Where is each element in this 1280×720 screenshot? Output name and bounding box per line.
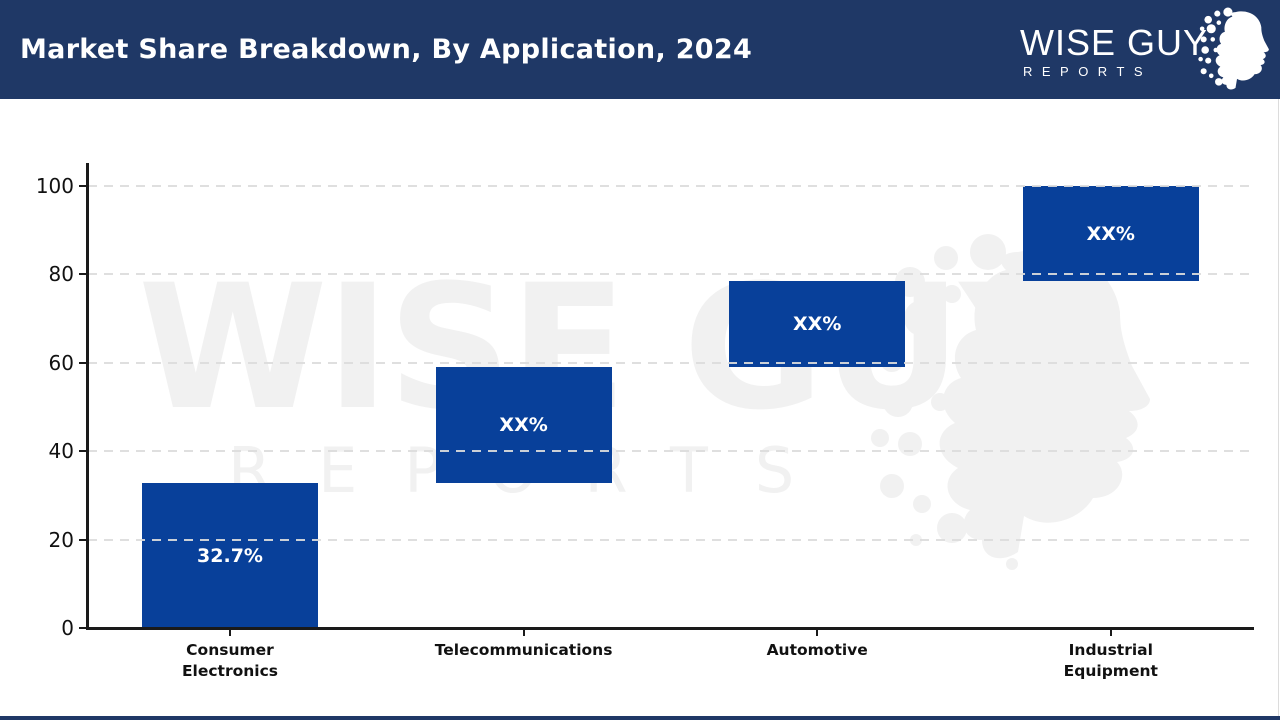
bar-value-label: XX%: [1086, 222, 1135, 245]
y-tick-100: [79, 185, 88, 187]
gridline-100: [88, 185, 1254, 187]
x-tick-1: [522, 629, 525, 636]
bar-automotive: [729, 281, 906, 368]
wise-guy-reports-logo: WISE GUY REPORTS: [1020, 6, 1272, 94]
x-axis-label-0: Consumer Electronics: [83, 640, 377, 682]
y-tick-80: [79, 273, 88, 276]
x-axis-label-2: Automotive: [670, 640, 964, 661]
x-axis-label-3: Industrial Equipment: [964, 640, 1258, 682]
gridline-80: [88, 273, 1254, 276]
bar-value-label: 32.7%: [197, 544, 263, 567]
x-axis-label-1: Telecommunications: [377, 640, 671, 661]
y-tick-label-100: 100: [35, 174, 74, 198]
x-axis-label-line: Equipment: [1063, 662, 1158, 680]
gridline-40: [88, 450, 1254, 453]
x-axis-label-line: Automotive: [766, 641, 868, 659]
y-tick-40: [79, 450, 88, 453]
y-tick-label-80: 80: [48, 262, 74, 287]
footer-accent-bar: [0, 716, 1280, 720]
y-tick-0: [79, 627, 88, 629]
x-axis-spine: [86, 627, 1254, 630]
logo-text: WISE GUY REPORTS: [1019, 22, 1208, 80]
wise-guy-face-icon: [1198, 7, 1269, 90]
wise-guy-face-watermark-icon: [871, 234, 1150, 570]
y-tick-label-60: 60: [48, 350, 74, 375]
bar-telecommunications: [435, 367, 612, 484]
logo-wordmark: WISE GUY: [1019, 22, 1208, 63]
y-tick-label-40: 40: [48, 439, 74, 464]
y-tick-60: [79, 361, 88, 364]
y-tick-label-0: 0: [61, 616, 74, 640]
x-axis-label-line: Industrial: [1068, 641, 1153, 659]
chart-title: Market Share Breakdown, By Application, …: [20, 34, 753, 65]
gridline-20: [88, 538, 1254, 541]
x-axis-label-line: Consumer: [186, 641, 274, 659]
bar-industrial-equipment: [1022, 186, 1199, 282]
bar-consumer-electronics: [142, 483, 318, 628]
logo-tagline: REPORTS: [1022, 64, 1153, 79]
y-axis-spine: [86, 163, 89, 630]
gridline-60: [88, 361, 1254, 364]
bar-value-label: XX%: [793, 313, 842, 336]
x-tick-3: [1109, 629, 1112, 636]
bar-value-label: XX%: [499, 414, 548, 437]
header-banner: Market Share Breakdown, By Application, …: [0, 0, 1280, 99]
page-right-border: [1278, 99, 1279, 716]
x-tick-0: [229, 629, 231, 636]
y-tick-label-20: 20: [48, 527, 74, 552]
x-axis-label-line: Electronics: [181, 662, 279, 680]
x-tick-2: [816, 629, 819, 636]
x-axis-label-line: Telecommunications: [434, 641, 613, 659]
y-tick-20: [79, 538, 88, 541]
